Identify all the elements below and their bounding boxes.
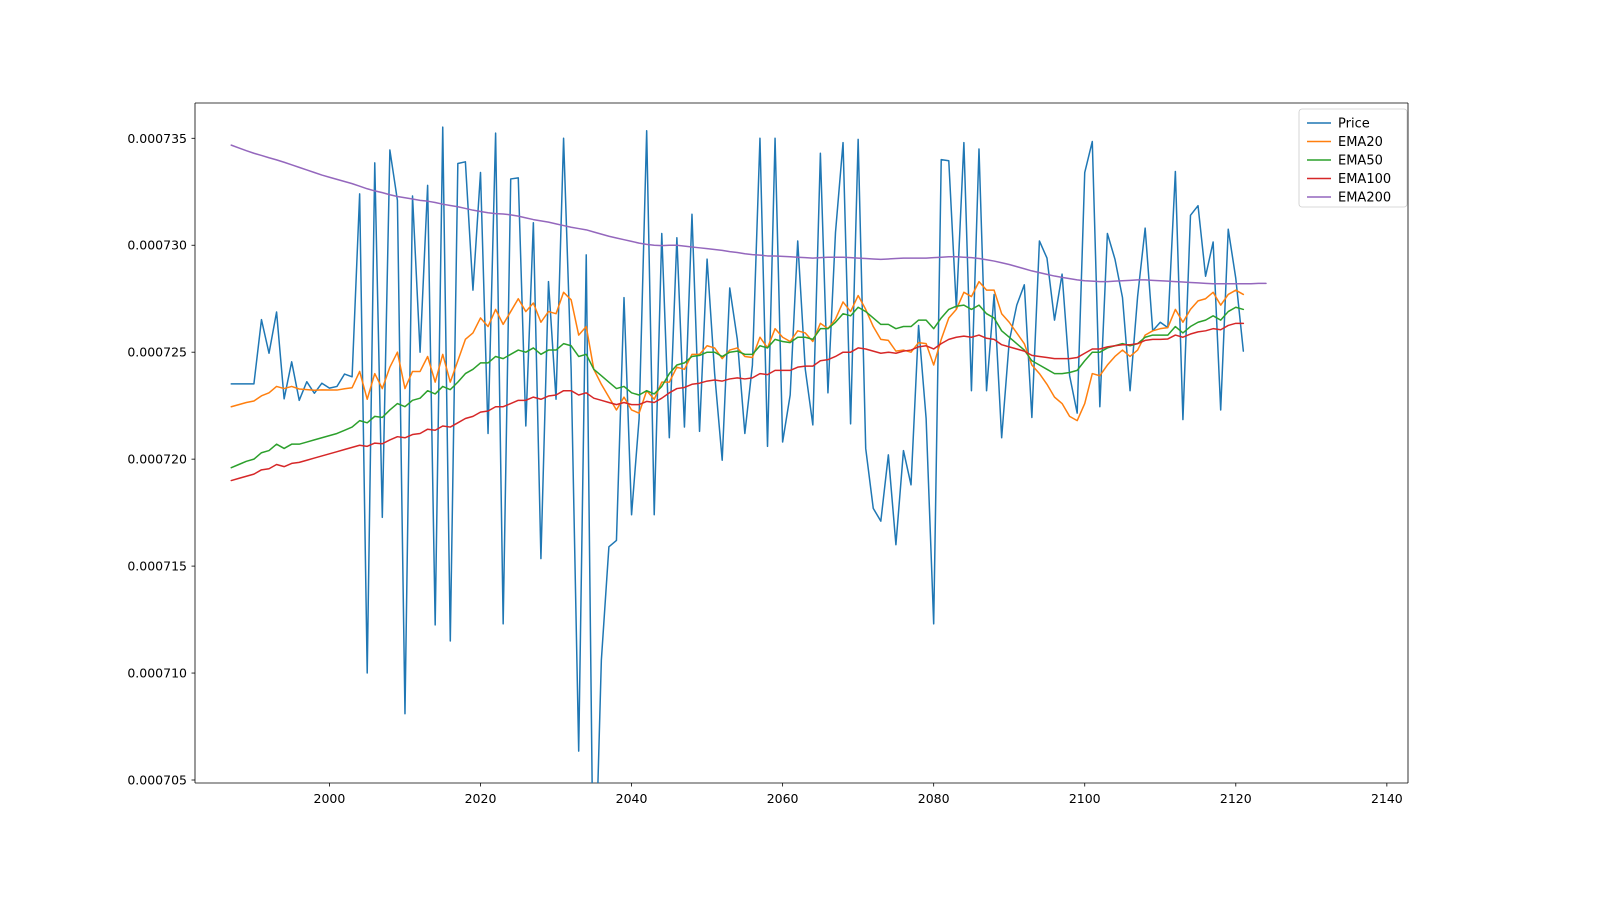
legend-box [1298,108,1408,208]
y-axis-tick-label: 0.000715 [127,559,187,574]
data-series-group [230,126,1267,783]
y-axis-tick-label: 0.000730 [127,238,187,253]
series-line-ema50 [230,304,1245,469]
y-axis-tick-label: 0.000720 [127,452,187,467]
y-axis-tick-label: 0.000705 [127,773,187,788]
chart-legend[interactable]: Price EMA20 EMA50 EMA100 EMA200 [1298,108,1408,208]
x-axis-tick-label: 2040 [616,791,648,806]
series-line-ema100 [230,322,1245,482]
x-axis-tick-label: 2020 [465,791,497,806]
x-axis-tick-label: 2000 [314,791,346,806]
x-axis-tick-label: 2120 [1220,791,1252,806]
y-axis-tick-label: 0.000710 [127,666,187,681]
x-axis-tick-label: 2100 [1069,791,1101,806]
legend-label-price: Price [1338,117,1370,132]
x-axis-tick-label: 2080 [918,791,950,806]
series-line-ema20 [230,280,1245,422]
series-line-price [230,126,1245,783]
axes-area: 0.000705 0.000710 0.000715 0.000720 0.000725… [127,102,1409,806]
legend-label-ema50: EMA50 [1338,154,1383,169]
y-axis-tick-label: 0.000735 [127,131,187,146]
y-axis-tick-label: 0.000725 [127,345,187,360]
legend-label-ema200: EMA200 [1338,191,1391,206]
x-axis-tick-label: 2060 [767,791,799,806]
legend-label-ema100: EMA100 [1338,172,1391,187]
x-axis-tick-label: 2140 [1371,791,1403,806]
series-line-ema200 [230,144,1267,285]
legend-label-ema20: EMA20 [1338,135,1383,150]
